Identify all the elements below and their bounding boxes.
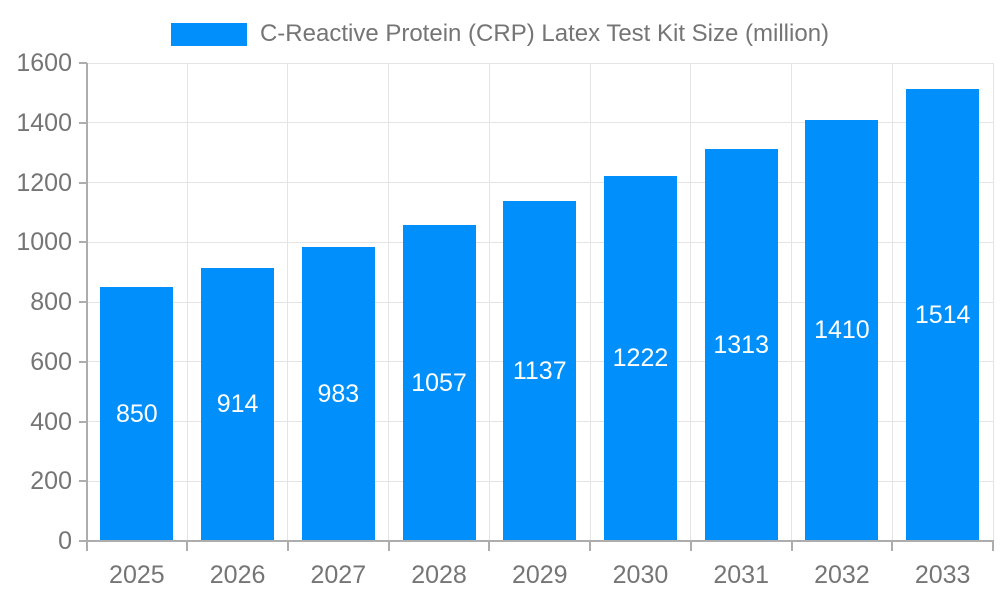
x-gridline	[186, 63, 188, 541]
bar-value-label: 850	[116, 400, 158, 429]
legend-label: C-Reactive Protein (CRP) Latex Test Kit …	[259, 20, 830, 47]
x-axis-label: 2028	[411, 561, 467, 589]
bar-2030	[603, 175, 677, 540]
y-axis-tick	[78, 181, 87, 184]
y-axis-tick	[78, 62, 87, 64]
bar-value-label: 1222	[612, 344, 669, 373]
y-axis-label: 600	[30, 347, 72, 376]
x-axis-tick	[992, 541, 994, 551]
x-gridline	[287, 63, 289, 541]
x-axis-tick	[589, 541, 592, 551]
bar-value-label: 914	[216, 390, 259, 419]
bar-2028	[402, 225, 476, 540]
y-axis-tick	[78, 480, 87, 483]
y-axis-label: 200	[30, 467, 72, 496]
y-axis-line	[85, 63, 88, 543]
y-axis-tick	[78, 420, 87, 423]
y-axis-label: 1600	[16, 49, 72, 77]
x-axis-label: 2032	[814, 561, 870, 589]
bar-value-label: 983	[317, 380, 360, 409]
y-gridline	[86, 122, 993, 124]
x-axis-tick	[186, 541, 189, 551]
y-gridline	[86, 62, 993, 64]
y-axis-label: 0	[58, 527, 72, 555]
x-axis-label: 2025	[109, 561, 165, 589]
x-axis-tick	[790, 541, 793, 551]
legend-swatch	[170, 22, 247, 46]
bar-2032	[805, 119, 879, 540]
bar-value-label: 1313	[713, 330, 769, 359]
x-axis-tick	[689, 541, 692, 551]
x-axis-label: 2027	[310, 561, 367, 589]
bar-2026	[201, 267, 275, 540]
x-axis-label: 2030	[612, 561, 669, 589]
bar-2025	[100, 287, 174, 540]
y-axis-tick	[78, 301, 87, 303]
bar-2031	[704, 148, 778, 540]
x-axis-tick	[891, 541, 894, 551]
y-axis-label: 800	[30, 288, 72, 316]
y-axis-tick	[78, 121, 87, 124]
x-gridline	[992, 63, 994, 541]
y-axis-tick	[78, 360, 87, 363]
y-axis-tick	[78, 540, 87, 542]
y-axis-label: 400	[30, 407, 72, 436]
x-gridline	[589, 63, 591, 541]
bar-2027	[301, 247, 375, 540]
y-axis-label: 1400	[16, 108, 72, 137]
x-axis-label: 2029	[511, 561, 568, 589]
bar-value-label: 1137	[512, 357, 567, 386]
x-axis-tick	[85, 541, 88, 551]
y-axis-tick	[78, 241, 87, 244]
y-axis-label: 1000	[16, 228, 72, 257]
x-axis-label: 2031	[713, 561, 769, 589]
x-axis-line	[85, 540, 994, 542]
x-axis-label: 2026	[209, 561, 266, 589]
y-gridline	[86, 182, 993, 183]
bar-value-label: 1057	[411, 369, 467, 398]
legend-item[interactable]: C-Reactive Protein (CRP) Latex Test Kit …	[0, 20, 1000, 48]
bar-value-label: 1514	[914, 300, 971, 329]
x-axis-label: 2033	[914, 561, 971, 589]
x-axis-tick	[286, 541, 289, 551]
bar-value-label: 1410	[814, 316, 870, 345]
y-axis-label: 1200	[16, 168, 72, 197]
x-gridline	[488, 63, 490, 541]
x-gridline	[690, 63, 692, 541]
x-axis-tick	[488, 541, 491, 551]
x-gridline	[791, 63, 793, 541]
bar-2033	[906, 88, 980, 540]
x-gridline	[388, 63, 390, 541]
x-gridline	[891, 63, 893, 541]
bar-2029	[503, 201, 577, 540]
x-axis-tick	[387, 541, 390, 551]
